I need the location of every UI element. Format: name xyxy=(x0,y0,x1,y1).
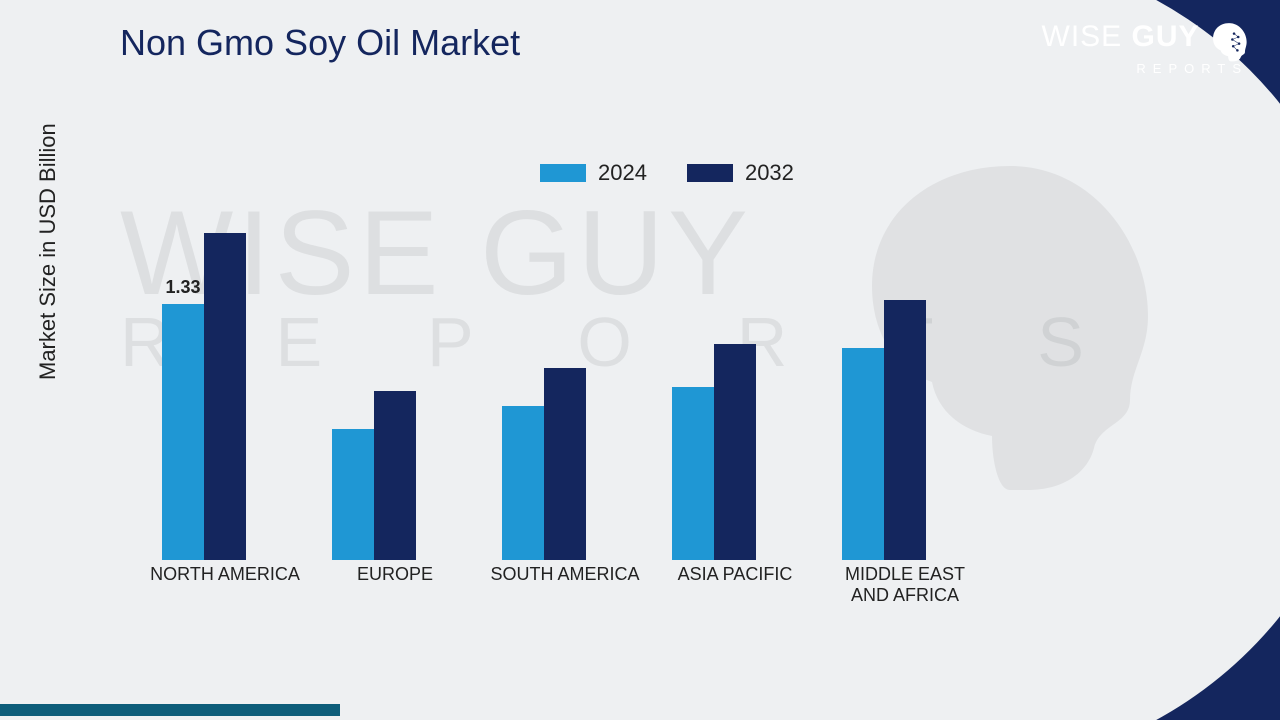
x-axis-label: SOUTH AMERICA xyxy=(490,564,640,585)
plot-area: 1.33 xyxy=(120,204,970,560)
chart-title: Non Gmo Soy Oil Market xyxy=(120,22,520,64)
brand-line2: REPORTS xyxy=(1042,61,1250,76)
x-axis-label: NORTH AMERICA xyxy=(150,564,300,585)
legend-swatch-2024 xyxy=(540,164,586,182)
legend-item-2032: 2032 xyxy=(687,160,794,186)
brand-head-icon xyxy=(1208,21,1250,63)
legend-swatch-2032 xyxy=(687,164,733,182)
bar xyxy=(672,387,714,560)
y-axis-label: Market Size in USD Billion xyxy=(35,123,61,380)
bar xyxy=(884,300,926,560)
x-axis-label: ASIA PACIFIC xyxy=(660,564,810,585)
x-axis-label: EUROPE xyxy=(320,564,470,585)
legend: 2024 2032 xyxy=(540,160,794,186)
brand-logo: WISE GUY REPORTS xyxy=(1042,20,1250,76)
bar xyxy=(374,391,416,560)
bar-value-label: 1.33 xyxy=(165,277,200,298)
legend-label-2032: 2032 xyxy=(745,160,794,186)
x-axis-label: MIDDLE EAST AND AFRICA xyxy=(830,564,980,605)
brand-line1a: WISE xyxy=(1042,20,1123,53)
legend-label-2024: 2024 xyxy=(598,160,647,186)
legend-item-2024: 2024 xyxy=(540,160,647,186)
bottom-accent-bar xyxy=(0,704,340,716)
bar xyxy=(544,368,586,560)
bar xyxy=(204,233,246,560)
bar xyxy=(162,304,204,560)
chart-canvas: WISE GUY REPORTS Non Gmo Soy Oil Market … xyxy=(0,0,1280,720)
bar xyxy=(714,344,756,560)
bar xyxy=(502,406,544,560)
bar xyxy=(332,429,374,560)
chart-area: 2024 2032 1.33 xyxy=(100,160,970,560)
bar xyxy=(842,348,884,560)
brand-line1b: GUY xyxy=(1132,20,1200,53)
